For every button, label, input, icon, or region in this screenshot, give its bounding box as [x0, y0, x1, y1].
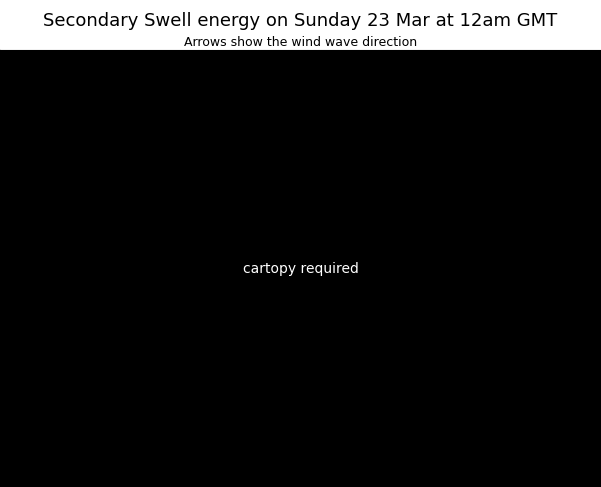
Text: Arrows show the wind wave direction: Arrows show the wind wave direction: [184, 36, 417, 49]
Text: cartopy required: cartopy required: [243, 262, 358, 276]
Text: Secondary Swell energy on Sunday 23 Mar at 12am GMT: Secondary Swell energy on Sunday 23 Mar …: [43, 13, 558, 31]
